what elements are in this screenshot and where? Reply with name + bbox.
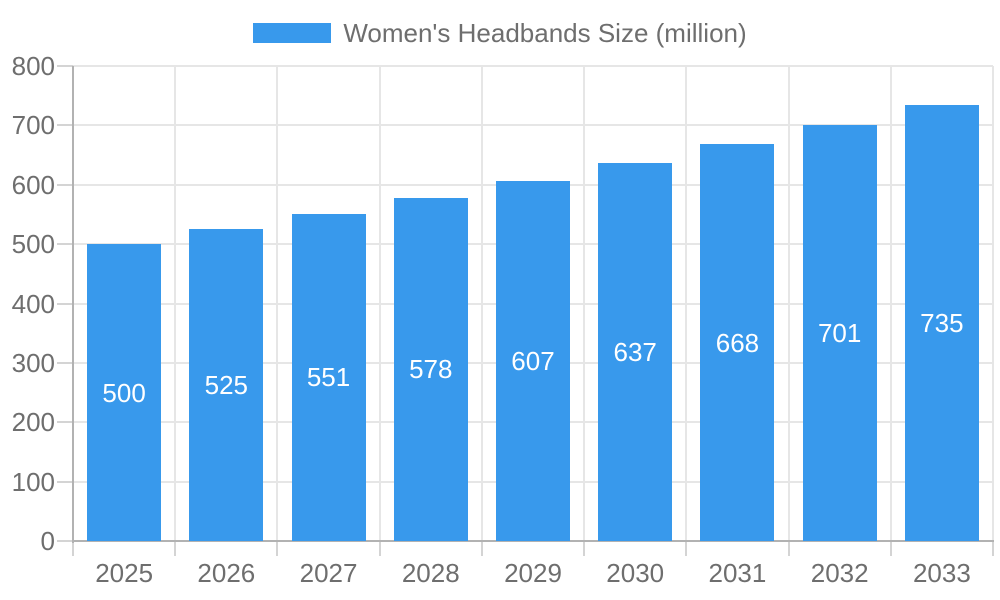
x-axis-label: 2033: [912, 558, 971, 588]
y-axis-label: 400: [11, 288, 55, 319]
y-tick: [57, 65, 73, 67]
y-axis-label: 0: [40, 526, 55, 556]
bar: [393, 197, 468, 541]
x-tick: [787, 541, 790, 556]
y-tick: [57, 540, 73, 542]
bar: [802, 124, 877, 541]
x-gridline: [685, 66, 688, 541]
bar: [189, 229, 264, 541]
x-tick: [685, 541, 688, 556]
x-tick: [174, 541, 177, 556]
legend-swatch: [253, 23, 332, 43]
bar-value-label: 668: [715, 327, 760, 358]
x-axis-line: [72, 540, 994, 542]
y-tick: [57, 480, 73, 483]
x-axis-label: 2030: [606, 558, 665, 588]
x-gridline: [583, 66, 586, 541]
bar-value-label: 735: [920, 307, 964, 338]
x-axis-label: 2028: [401, 558, 460, 588]
y-gridline: [73, 65, 993, 67]
x-gridline: [889, 66, 892, 541]
y-axis-label: 200: [11, 407, 55, 438]
x-tick: [378, 541, 381, 556]
y-axis-label: 500: [11, 229, 55, 260]
x-gridline: [276, 66, 279, 541]
bar-value-label: 607: [511, 345, 555, 376]
x-tick: [583, 541, 586, 556]
x-axis-label: 2032: [810, 558, 869, 588]
y-axis-label: 700: [11, 110, 55, 141]
y-tick: [57, 243, 73, 246]
y-gridline: [73, 124, 993, 127]
bar-value-label: 701: [817, 317, 862, 348]
x-gridline: [174, 66, 177, 541]
bar-value-label: 637: [613, 336, 657, 367]
bar: [87, 244, 162, 541]
bar: [700, 144, 775, 541]
x-gridline: [787, 66, 790, 541]
y-axis-label: 600: [11, 169, 55, 200]
bar-value-label: 500: [102, 377, 146, 408]
x-tick: [276, 541, 279, 556]
bar: [598, 162, 673, 541]
y-tick: [57, 183, 73, 186]
bar-value-label: 578: [409, 354, 453, 385]
y-tick: [57, 421, 73, 424]
y-axis-label: 100: [11, 466, 55, 497]
x-gridline: [378, 66, 381, 541]
x-axis-label: 2029: [504, 558, 562, 588]
y-tick: [57, 302, 73, 305]
x-gridline: [992, 66, 994, 541]
y-axis-label: 800: [11, 51, 55, 81]
x-tick: [889, 541, 892, 556]
y-tick: [57, 124, 73, 127]
bar-value-label: 551: [306, 362, 351, 393]
bar: [904, 104, 979, 541]
x-tick: [992, 541, 994, 556]
legend-label: Women's Headbands Size (million): [343, 18, 747, 48]
x-axis-label: 2027: [299, 558, 358, 588]
bar-value-label: 525: [204, 370, 249, 401]
legend: Women's Headbands Size (million): [0, 16, 1000, 50]
bar: [291, 213, 366, 541]
bar: [496, 180, 570, 541]
y-axis-line: [72, 66, 74, 543]
y-tick: [57, 361, 73, 364]
y-axis-label: 300: [11, 347, 55, 378]
x-axis-label: 2026: [197, 558, 256, 588]
x-axis-label: 2031: [708, 558, 767, 588]
x-tick: [72, 541, 74, 556]
x-axis-label: 2025: [95, 558, 154, 588]
x-tick: [480, 541, 483, 556]
x-gridline: [480, 66, 483, 541]
